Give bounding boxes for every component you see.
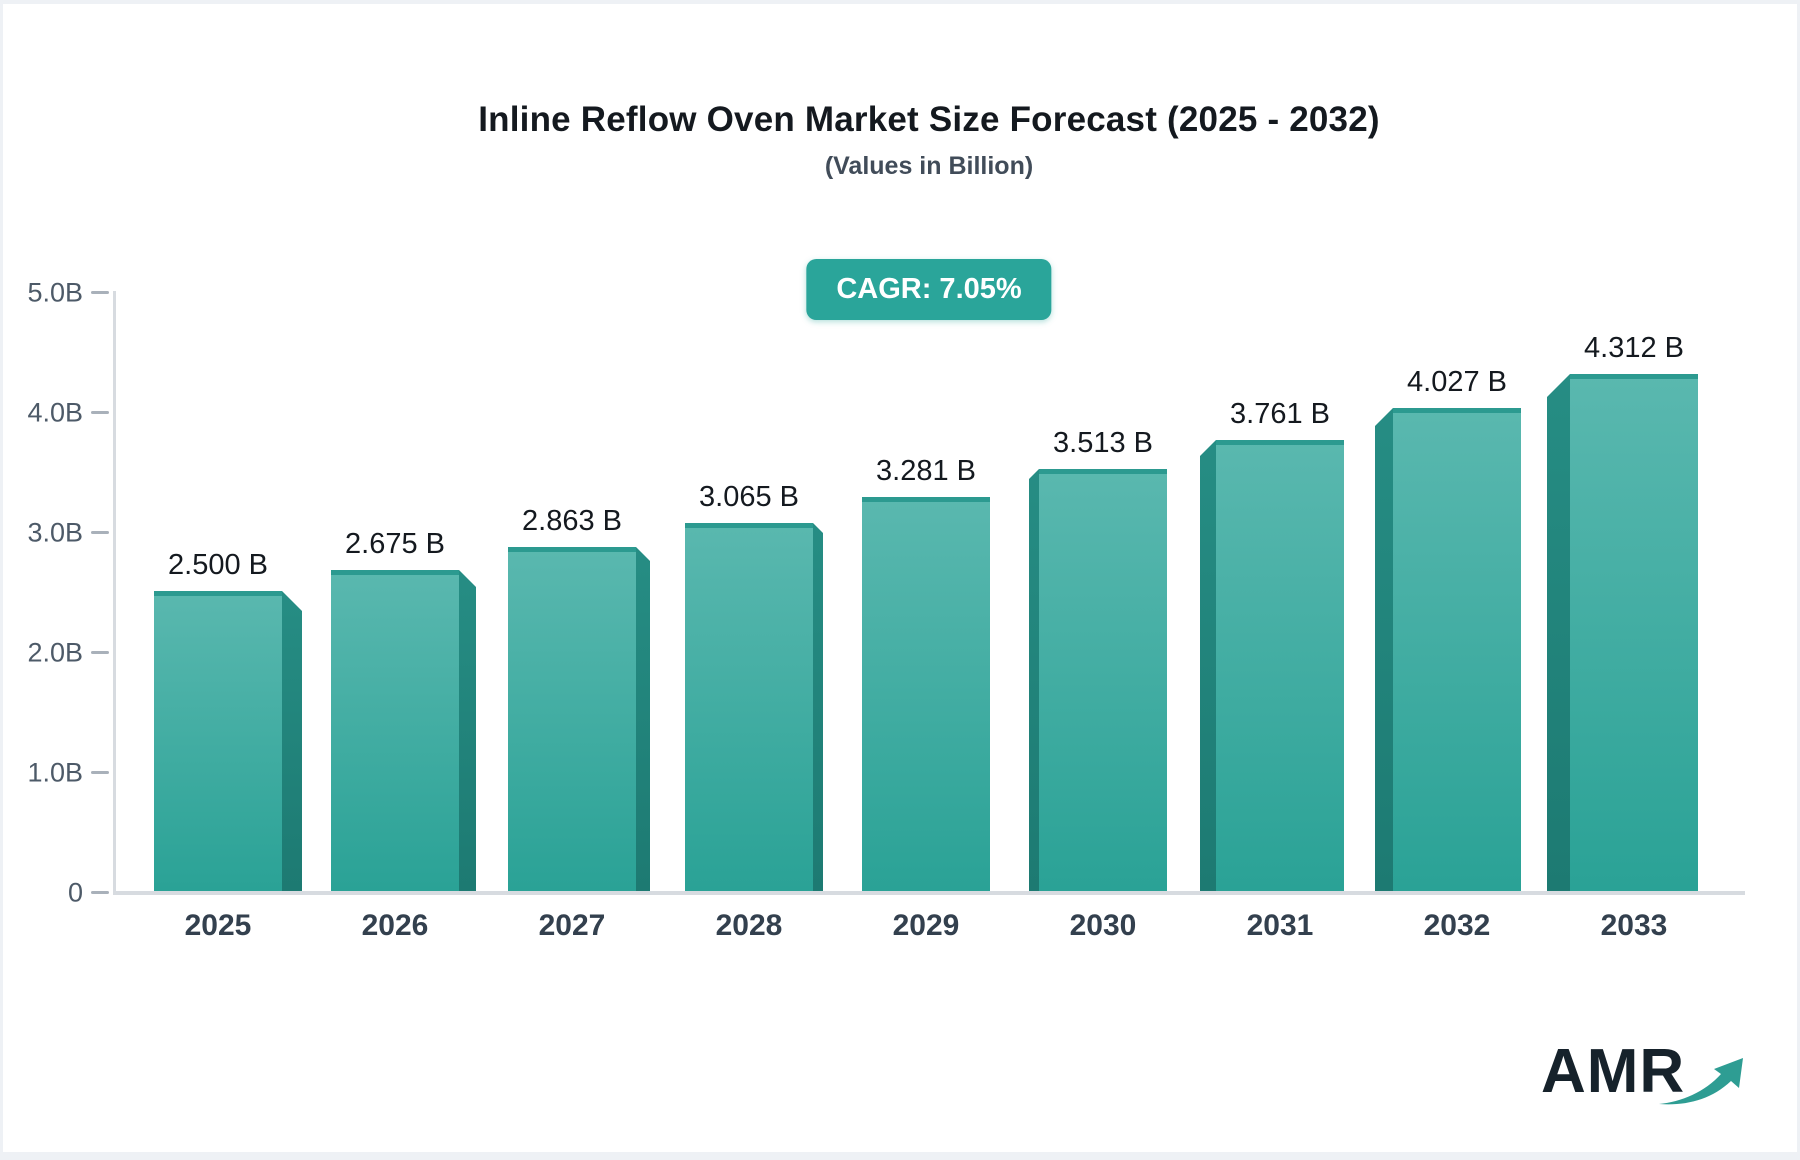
y-tick-label: 5.0B bbox=[27, 277, 83, 308]
bar-face-2030 bbox=[1039, 469, 1167, 891]
bar-face-2028 bbox=[685, 523, 813, 891]
y-tick-dash bbox=[91, 771, 109, 774]
bar-face-2027 bbox=[508, 547, 636, 891]
bar-side-2025 bbox=[282, 591, 302, 891]
bar-value-label: 3.281 B bbox=[876, 455, 976, 487]
bar-face-2026 bbox=[331, 570, 459, 891]
bar-top-edge bbox=[862, 497, 990, 502]
y-tick-label: 2.0B bbox=[27, 637, 83, 668]
bar-top-edge bbox=[154, 591, 282, 596]
x-year-label: 2027 bbox=[538, 909, 606, 942]
bar-face-2032 bbox=[1393, 408, 1521, 891]
x-year-label: 2029 bbox=[892, 909, 960, 942]
bar-value-label: 2.675 B bbox=[345, 528, 445, 560]
x-year-label: 2028 bbox=[715, 909, 783, 942]
bar-side-2032 bbox=[1375, 408, 1393, 891]
bar-side-2031 bbox=[1200, 440, 1216, 891]
bar-top-edge bbox=[508, 547, 636, 552]
bar-top-edge bbox=[1216, 440, 1344, 445]
x-year-label: 2025 bbox=[184, 909, 252, 942]
bar-top-edge bbox=[1570, 374, 1698, 379]
bar-chart-plot: 5.0B 4.0B 3.0B 2.0B 1.0B 0 2.500 B 2025 2.675 B 2… bbox=[3, 4, 1797, 1160]
bar-top-edge bbox=[331, 570, 459, 575]
y-tick-label: 3.0B bbox=[27, 517, 83, 548]
y-axis-line bbox=[113, 291, 116, 895]
bar-face-2033 bbox=[1570, 374, 1698, 891]
amr-logo-text: AMR bbox=[1541, 1037, 1686, 1106]
chart-subtitle: (Values in Billion) bbox=[824, 152, 1034, 180]
logo-arrow-icon bbox=[1659, 1058, 1743, 1105]
bar-top-edge bbox=[685, 523, 813, 528]
cagr-badge: CAGR: 7.05% bbox=[806, 259, 1052, 320]
bar-face-2029 bbox=[862, 497, 990, 891]
bar-top-edge bbox=[1393, 408, 1521, 413]
bar-top-edge bbox=[1039, 469, 1167, 474]
y-tick-dash bbox=[91, 891, 109, 894]
bar-value-label: 4.312 B bbox=[1584, 332, 1684, 364]
y-tick-dash bbox=[91, 531, 109, 534]
bar-side-2026 bbox=[459, 570, 476, 891]
y-tick-dash bbox=[91, 651, 109, 654]
bar-value-label: 3.065 B bbox=[699, 481, 799, 513]
bar-face-2025 bbox=[154, 591, 282, 891]
bar-face-2031 bbox=[1216, 440, 1344, 891]
y-tick-label: 4.0B bbox=[27, 397, 83, 428]
bar-side-2027 bbox=[636, 547, 650, 891]
bar-value-label: 2.863 B bbox=[522, 505, 622, 537]
y-tick-label: 1.0B bbox=[27, 757, 83, 788]
x-year-label: 2031 bbox=[1246, 909, 1314, 942]
amr-logo: AMR bbox=[1541, 1036, 1743, 1126]
x-axis-line bbox=[113, 891, 1745, 895]
bar-value-label: 2.500 B bbox=[168, 549, 268, 581]
chart-title: Inline Reflow Oven Market Size Forecast … bbox=[478, 100, 1380, 139]
bar-side-2033 bbox=[1547, 374, 1570, 891]
bar-side-2030 bbox=[1029, 469, 1039, 891]
y-tick-label: 0 bbox=[67, 877, 83, 908]
bar-value-label: 4.027 B bbox=[1407, 366, 1507, 398]
chart-card: Inline Reflow Oven Market Size Forecast … bbox=[3, 4, 1797, 1152]
bar-value-label: 3.761 B bbox=[1230, 398, 1330, 430]
x-year-label: 2026 bbox=[361, 909, 429, 942]
y-tick-dash bbox=[91, 291, 109, 294]
bar-side-2028 bbox=[813, 523, 823, 891]
x-year-label: 2030 bbox=[1069, 909, 1137, 942]
x-year-label: 2032 bbox=[1423, 909, 1491, 942]
y-tick-dash bbox=[91, 411, 109, 414]
bar-value-label: 3.513 B bbox=[1053, 427, 1153, 459]
x-year-label: 2033 bbox=[1600, 909, 1668, 942]
